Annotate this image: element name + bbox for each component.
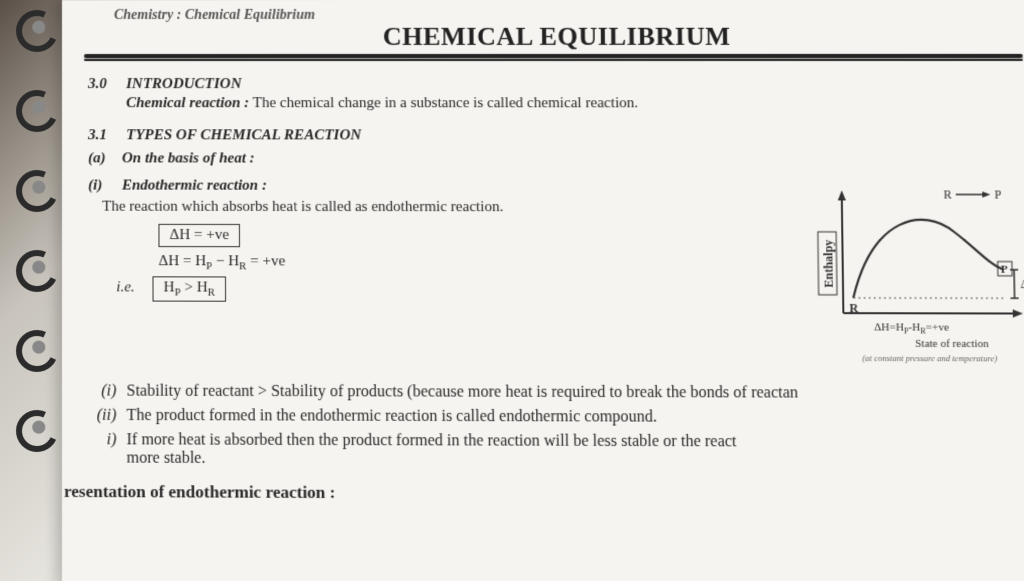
eq-part: ΔH = H xyxy=(158,253,206,269)
svg-text:P: P xyxy=(994,187,1001,201)
list-item: i) If more heat is absorbed then the pro… xyxy=(88,431,1024,471)
sub-i-def: The reaction which absorbs heat is calle… xyxy=(102,199,783,217)
definition-line: Chemical reaction : The chemical change … xyxy=(126,95,1024,112)
title-rule xyxy=(84,54,1023,58)
section-number: 3.0 xyxy=(88,76,122,93)
ring-icon xyxy=(10,324,64,378)
svg-text:ΔH=HP-HR=+ve: ΔH=HP-HR=+ve xyxy=(874,321,949,335)
marker-i: (i) xyxy=(88,177,118,194)
ineq-part: > H xyxy=(181,279,208,295)
enthalpy-chart: Enthalpy R P R P ΔH ΔH=HP-HR=+ve State of react… xyxy=(801,172,1024,375)
sub-a: (a) On the basis of heat : xyxy=(88,150,1024,168)
spiral-binding xyxy=(16,10,60,571)
svg-text:R: R xyxy=(943,187,951,201)
body-row: (i) Endothermic reaction : The reaction … xyxy=(88,171,1024,374)
list-text: Stability of reactant > Stability of pro… xyxy=(126,382,798,402)
svg-text:State of reaction: State of reaction xyxy=(915,338,989,350)
notes-list: (i) Stability of reactant > Stability of… xyxy=(88,382,1024,471)
section-3-0: 3.0 INTRODUCTION Chemical reaction : The… xyxy=(88,75,1024,112)
list-marker: (i) xyxy=(88,382,116,400)
title-block: CHEMICAL EQUILIBRIUM xyxy=(84,22,1024,61)
section-number: 3.1 xyxy=(88,127,122,144)
eq-part: − H xyxy=(212,253,239,269)
ring-icon xyxy=(10,404,64,458)
list-item: (ii) The product formed in the endotherm… xyxy=(88,407,1024,428)
ineq-part: H xyxy=(164,279,175,295)
boxed-eq: ΔH = +ve xyxy=(158,224,240,247)
sub-a-head: On the basis of heat : xyxy=(122,150,255,166)
list-text-line2: more stable. xyxy=(127,449,206,467)
svg-text:Enthalpy: Enthalpy xyxy=(821,240,836,288)
svg-text:(at constant pressure and temp: (at constant pressure and temperature) xyxy=(862,353,997,364)
list-item: (i) Stability of reactant > Stability of… xyxy=(88,382,1024,403)
ineq-sub: R xyxy=(208,287,215,299)
body-left: (i) Endothermic reaction : The reaction … xyxy=(88,171,784,302)
ring-icon xyxy=(10,4,64,58)
list-text: If more heat is absorbed then the produc… xyxy=(127,431,737,470)
equation-box-1: ΔH = +ve xyxy=(158,224,783,248)
boxed-ineq: HP > HR xyxy=(153,276,226,301)
section-heading: INTRODUCTION xyxy=(126,76,241,92)
list-text: The product formed in the endothermic re… xyxy=(126,407,657,427)
section-heading: TYPES OF CHEMICAL REACTION xyxy=(126,127,361,143)
equation-line: ΔH = HP − HR = +ve xyxy=(158,253,783,273)
ring-icon xyxy=(10,244,64,298)
subsection-heading: resentation of endothermic reaction : xyxy=(64,482,1024,506)
title-rule-thin xyxy=(84,59,1023,61)
eq-part: = +ve xyxy=(246,253,285,269)
marker-a: (a) xyxy=(88,150,118,167)
enthalpy-diagram-svg: Enthalpy R P R P ΔH ΔH=HP-HR=+ve State of react… xyxy=(801,176,1024,370)
list-marker: i) xyxy=(88,431,116,468)
svg-text:ΔH: ΔH xyxy=(1020,277,1024,291)
section-3-1: 3.1 TYPES OF CHEMICAL REACTION (a) On th… xyxy=(88,126,1024,506)
page: Chemistry : Chemical Equilibrium CHEMICA… xyxy=(62,0,1024,581)
ring-icon xyxy=(10,164,64,218)
sub-i: (i) Endothermic reaction : xyxy=(88,177,783,195)
ie-label: i.e. xyxy=(116,279,134,295)
definition-text: The chemical change in a substance is ca… xyxy=(253,95,639,111)
ie-line: i.e. HP > HR xyxy=(116,276,784,303)
svg-text:R: R xyxy=(849,301,858,315)
sub-i-head: Endothermic reaction : xyxy=(122,177,267,193)
svg-text:P: P xyxy=(1001,264,1008,276)
page-title: CHEMICAL EQUILIBRIUM xyxy=(379,22,735,52)
term: Chemical reaction : xyxy=(126,95,249,111)
list-marker: (ii) xyxy=(88,407,116,425)
list-text-line1: If more heat is absorbed then the produc… xyxy=(127,431,737,450)
ring-icon xyxy=(10,84,64,138)
